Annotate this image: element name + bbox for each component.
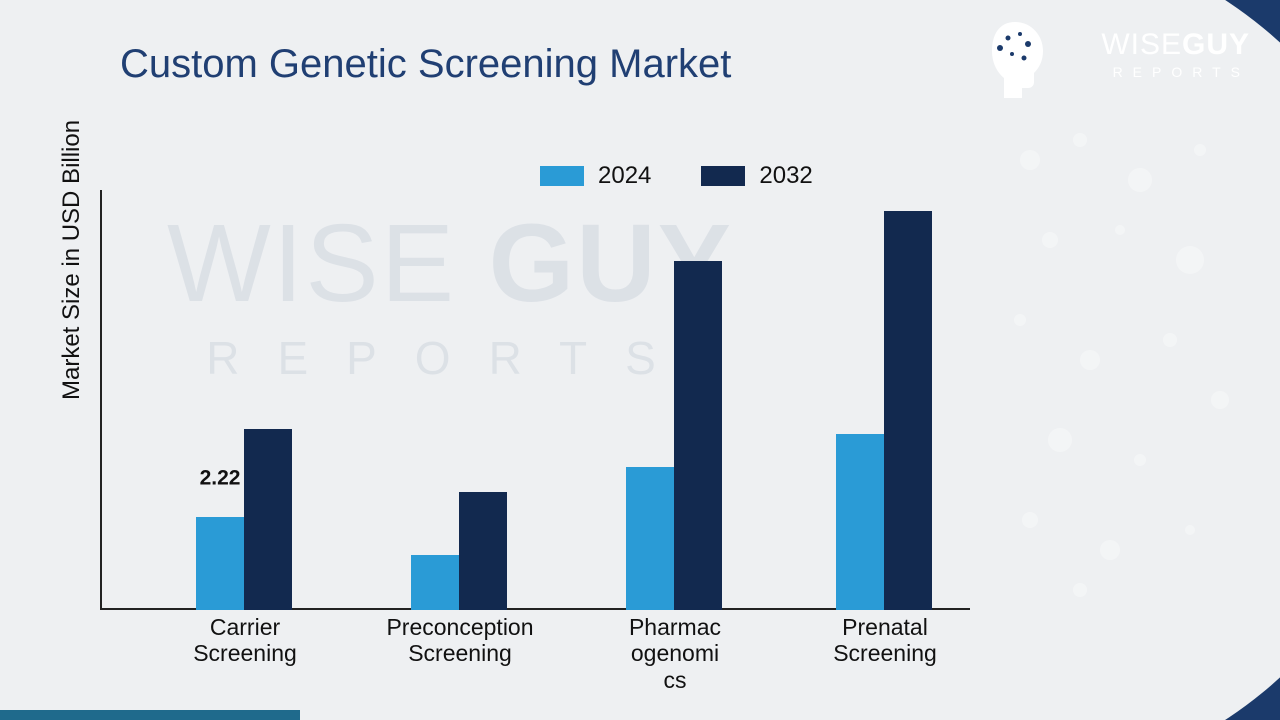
legend-swatch-2032 [701,166,745,186]
category-label: PrenatalScreening [790,614,980,667]
footer-accent-bar [0,710,300,720]
chart-title: Custom Genetic Screening Market [120,42,731,87]
bar-s2032 [674,261,722,610]
category-label: CarrierScreening [150,614,340,667]
legend-label-2032: 2032 [759,162,812,190]
y-axis-label: Market Size in USD Billion [58,120,86,400]
y-axis-line [100,190,102,610]
bar-s2024 [411,555,459,610]
bar-value-label: 2.22 [200,466,241,490]
brand-name-b: GUY [1182,28,1250,61]
brand-head-icon [980,20,1050,100]
legend: 2024 2032 [540,162,813,190]
decorative-dots [990,120,1250,620]
bar-s2024 [626,467,674,610]
chart-canvas: WISEGUY REPORTS Custom Genetic Screening… [0,0,1280,720]
brand-logo: WISEGUY REPORTS [1101,28,1250,80]
bar-s2024 [836,434,884,610]
category-label: Pharmacogenomics [580,614,770,693]
bar-s2032 [244,429,292,610]
brand-sub: REPORTS [1101,64,1250,80]
category-label: PreconceptionScreening [365,614,555,667]
legend-item-2024: 2024 [540,162,651,190]
chart-plot-area: 2.22 [100,190,970,610]
bar-s2032 [884,211,932,610]
brand-name-a: WISE [1101,28,1182,61]
bar-s2024 [196,517,244,610]
legend-label-2024: 2024 [598,162,651,190]
legend-item-2032: 2032 [701,162,812,190]
bar-s2032 [459,492,507,610]
legend-swatch-2024 [540,166,584,186]
